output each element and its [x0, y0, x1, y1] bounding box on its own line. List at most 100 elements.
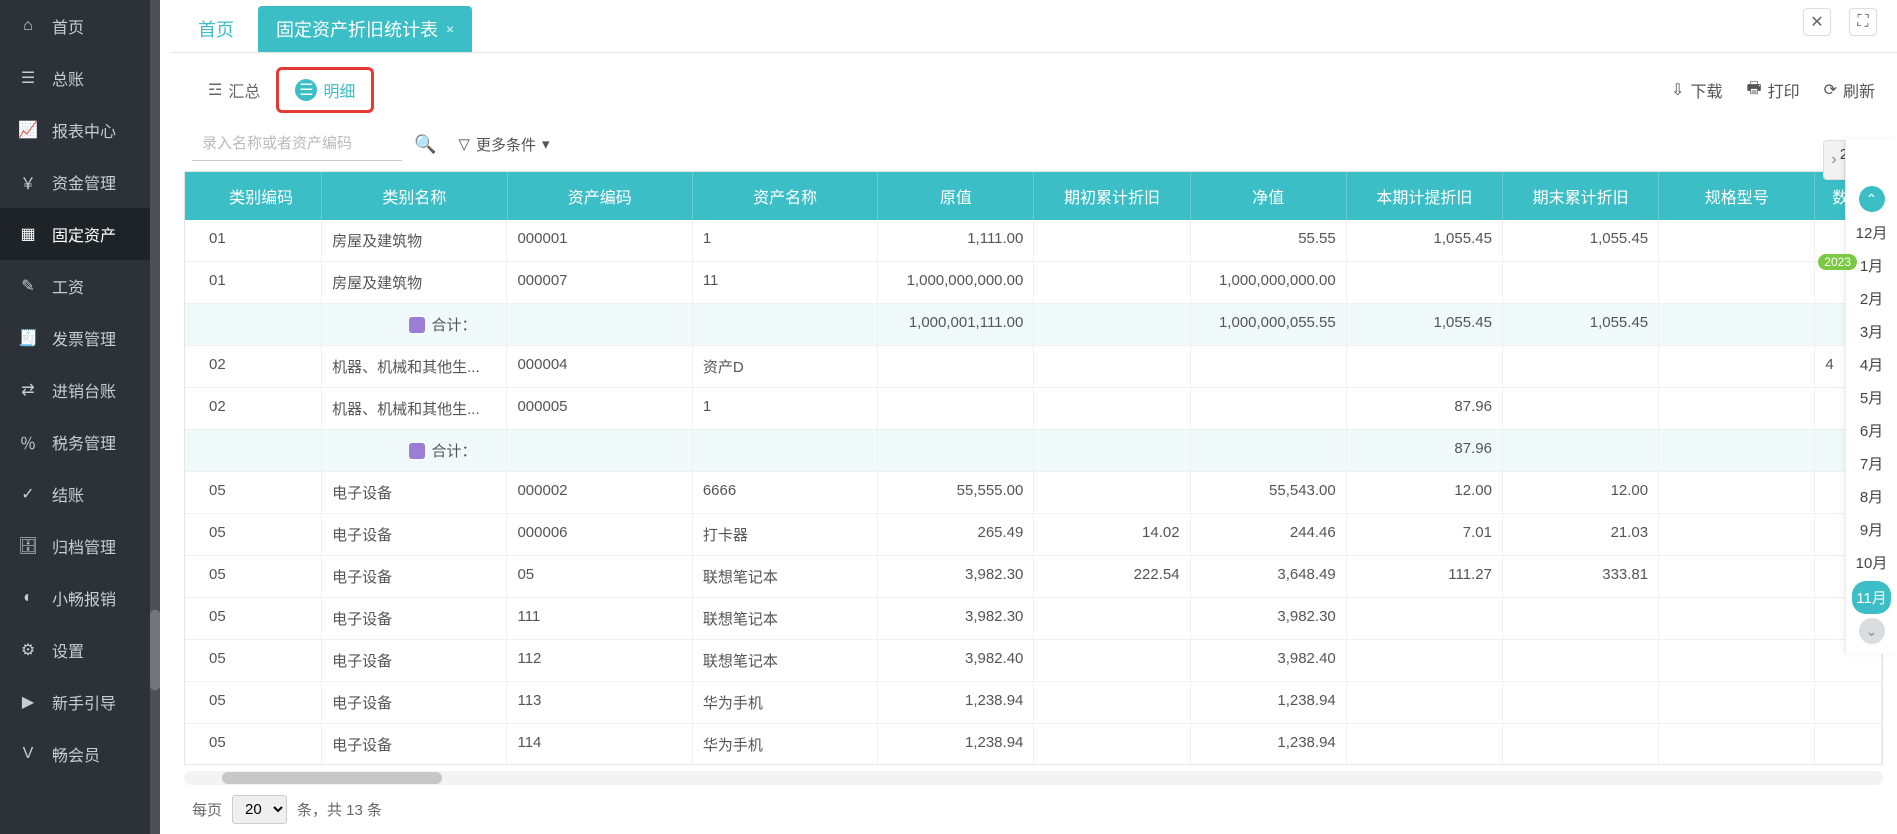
sidebar-item-payroll[interactable]: ✎工资: [0, 260, 160, 312]
period-month[interactable]: 9月: [1846, 513, 1897, 546]
sidebar-item-home[interactable]: ⌂首页: [0, 0, 160, 52]
sidebar-item-reimburse[interactable]: ◐小畅报销: [0, 572, 160, 624]
tab-home[interactable]: 首页: [180, 6, 252, 52]
column-header[interactable]: 净值: [1191, 172, 1347, 220]
table-row[interactable]: 01房屋及建筑物00000111,111.0055.551,055.451,05…: [185, 220, 1882, 262]
period-month[interactable]: 2月: [1846, 282, 1897, 315]
print-button[interactable]: 🖶 打印: [1746, 77, 1799, 104]
table-cell: 1,000,000,000.00: [1191, 262, 1347, 303]
period-scroll-up-icon[interactable]: ⌃: [1859, 186, 1885, 212]
sidebar-scrollbar-thumb[interactable]: [150, 610, 160, 690]
search-icon[interactable]: 🔍: [414, 134, 436, 155]
table-cell: 05: [185, 724, 322, 765]
close-icon[interactable]: ×: [446, 21, 454, 37]
table-cell: 1: [693, 220, 878, 261]
horizontal-scrollbar-thumb[interactable]: [222, 772, 442, 784]
table-cell: [1503, 388, 1659, 429]
subtotal-icon: [409, 317, 425, 333]
period-month[interactable]: 6月: [1846, 414, 1897, 447]
table-row[interactable]: 05电子设备05联想笔记本3,982.30222.543,648.49111.2…: [185, 556, 1882, 598]
download-label: 下载: [1690, 78, 1722, 102]
close-icon[interactable]: ✕: [1803, 8, 1831, 36]
tab-bar: 首页 固定资产折旧统计表 × ✕ ⛶: [170, 0, 1897, 53]
table-cell: 华为手机: [693, 724, 878, 765]
column-header[interactable]: 本期计提折旧: [1347, 172, 1503, 220]
per-page-select[interactable]: 20: [232, 795, 287, 824]
table-row[interactable]: 05电子设备000006打卡器265.4914.02244.467.0121.0…: [185, 514, 1882, 556]
table-cell: [878, 346, 1034, 387]
table-cell: 55,555.00: [878, 472, 1034, 513]
table-cell: [1659, 346, 1815, 387]
sidebar-scrollbar[interactable]: [150, 0, 160, 834]
period-month[interactable]: 12月: [1846, 216, 1897, 249]
period-month[interactable]: 8月: [1846, 480, 1897, 513]
table-cell: 000007: [507, 262, 692, 303]
sidebar-item-gear[interactable]: ⚙设置: [0, 624, 160, 676]
view-summary-button[interactable]: ☲ 汇总: [192, 67, 276, 113]
column-header[interactable]: 期末累计折旧: [1503, 172, 1659, 220]
detail-icon: ☰: [295, 79, 317, 101]
column-header[interactable]: 原值: [878, 172, 1034, 220]
table-cell: [1503, 640, 1659, 681]
column-header[interactable]: 规格型号: [1659, 172, 1815, 220]
subtotal-row[interactable]: 合计：1,000,001,111.001,000,000,055.551,055…: [185, 304, 1882, 346]
column-header[interactable]: 期初累计折旧: [1034, 172, 1190, 220]
column-header[interactable]: 资产名称: [693, 172, 878, 220]
sidebar-item-money[interactable]: ￥资金管理: [0, 156, 160, 208]
column-header[interactable]: 资产编码: [508, 172, 693, 220]
table-cell: 机器、机械和其他生...: [322, 346, 507, 387]
fullscreen-icon[interactable]: ⛶: [1849, 8, 1877, 36]
table-row[interactable]: 02机器、机械和其他生...000004资产D4: [185, 346, 1882, 388]
more-filters-button[interactable]: ▽ 更多条件 ▾: [458, 134, 549, 155]
period-month[interactable]: 3月: [1846, 315, 1897, 348]
period-scroll-down-icon[interactable]: ⌄: [1859, 618, 1885, 644]
period-month[interactable]: 7月: [1846, 447, 1897, 480]
table-cell: 电子设备: [322, 724, 507, 765]
vip-icon: V: [18, 744, 38, 764]
table-cell: 55,543.00: [1191, 472, 1347, 513]
sidebar-item-asset[interactable]: ▦固定资产: [0, 208, 160, 260]
column-header[interactable]: 类别名称: [322, 172, 507, 220]
table-row[interactable]: 01房屋及建筑物000007111,000,000,000.001,000,00…: [185, 262, 1882, 304]
view-detail-button[interactable]: ☰ 明细: [276, 67, 374, 113]
table-row[interactable]: 05电子设备000002666655,555.0055,543.0012.001…: [185, 472, 1882, 514]
sidebar-item-tax[interactable]: ％税务管理: [0, 416, 160, 468]
table-row[interactable]: 05电子设备111联想笔记本3,982.303,982.30: [185, 598, 1882, 640]
sidebar-item-ledger[interactable]: ☰总账: [0, 52, 160, 104]
table-row[interactable]: 05电子设备112联想笔记本3,982.403,982.40: [185, 640, 1882, 682]
table-cell: 112: [507, 640, 692, 681]
sidebar-item-inventory[interactable]: ⇄进销台账: [0, 364, 160, 416]
horizontal-scrollbar[interactable]: [184, 771, 1883, 785]
period-month[interactable]: 10月: [1846, 546, 1897, 579]
table-cell: [507, 430, 692, 471]
download-button[interactable]: ⇩ 下载: [1671, 78, 1722, 102]
search-input[interactable]: [192, 127, 402, 161]
table-cell: 1,055.45: [1347, 304, 1503, 345]
refresh-button[interactable]: ⟳ 刷新: [1824, 78, 1875, 102]
table-cell: [1503, 598, 1659, 639]
table-cell: 05: [185, 682, 322, 723]
summary-icon: ☲: [208, 80, 222, 100]
subtotal-row[interactable]: 合计：87.96: [185, 430, 1882, 472]
table-row[interactable]: 05电子设备113华为手机1,238.941,238.94: [185, 682, 1882, 724]
sidebar-item-label: 总账: [52, 66, 84, 90]
table-cell: 3,982.40: [1191, 640, 1347, 681]
table-cell: 111: [507, 598, 692, 639]
table-row[interactable]: 05电子设备114华为手机1,238.941,238.94: [185, 724, 1882, 765]
sidebar-item-archive[interactable]: 🗄归档管理: [0, 520, 160, 572]
table-cell: 3,648.49: [1191, 556, 1347, 597]
tab-depreciation-report[interactable]: 固定资产折旧统计表 ×: [258, 6, 472, 52]
column-header[interactable]: 类别编码: [185, 172, 322, 220]
table-cell: [1815, 724, 1882, 765]
table-cell: 联想笔记本: [693, 598, 878, 639]
sidebar-item-chart[interactable]: 📈报表中心: [0, 104, 160, 156]
table-cell: 244.46: [1191, 514, 1347, 555]
period-month[interactable]: 11月: [1852, 581, 1891, 614]
table-row[interactable]: 02机器、机械和其他生...000005187.96: [185, 388, 1882, 430]
sidebar-item-vip[interactable]: V畅会员: [0, 728, 160, 780]
sidebar-item-close-book[interactable]: ✓结账: [0, 468, 160, 520]
sidebar-item-guide[interactable]: ▶新手引导: [0, 676, 160, 728]
sidebar-item-invoice[interactable]: 🧾发票管理: [0, 312, 160, 364]
period-month[interactable]: 5月: [1846, 381, 1897, 414]
period-month[interactable]: 4月: [1846, 348, 1897, 381]
